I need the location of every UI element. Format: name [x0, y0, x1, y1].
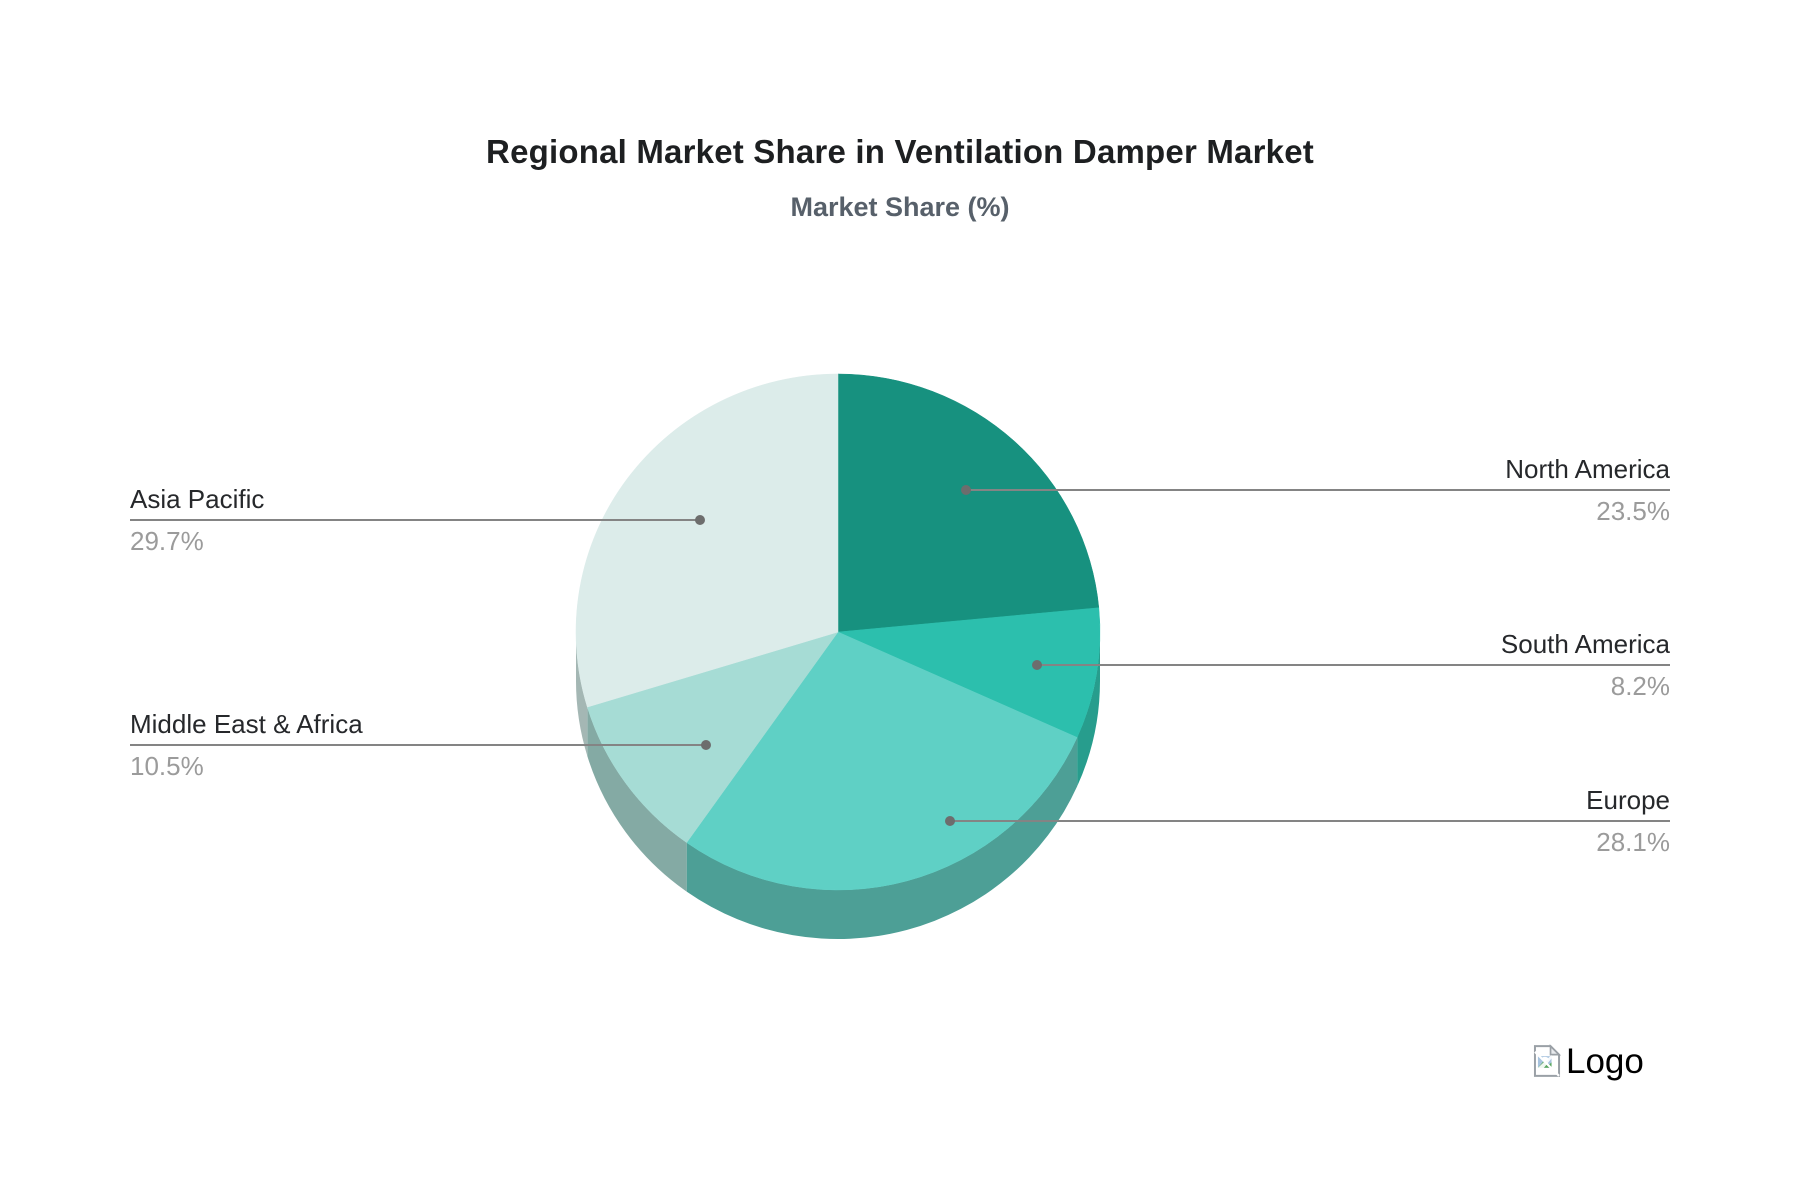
logo-placeholder: Logo: [1530, 1040, 1644, 1084]
slice-label-north-america: North America: [1505, 454, 1670, 484]
chart-subtitle: Market Share (%): [790, 192, 1010, 222]
slice-label-europe: Europe: [1586, 785, 1670, 815]
broken-image-icon: [1533, 1044, 1562, 1077]
slice-value-europe: 28.1%: [1596, 827, 1670, 857]
pie-slice-europe[interactable]: [686, 631, 1078, 891]
logo-alt-text: Logo: [1566, 1042, 1644, 1081]
slice-value-asia-pacific: 29.7%: [130, 526, 204, 556]
chart-title: Regional Market Share in Ventilation Dam…: [486, 133, 1314, 170]
slice-label-asia-pacific: Asia Pacific: [130, 484, 265, 514]
connector-dot-south-america: [1032, 660, 1042, 670]
connector-dot-asia-pacific: [695, 515, 705, 525]
slice-value-middle-east-africa: 10.5%: [130, 751, 204, 781]
slice-value-north-america: 23.5%: [1596, 496, 1670, 526]
pie-slice-side-europe: [686, 737, 1078, 939]
pie-slice-asia-pacific[interactable]: [575, 373, 839, 708]
pie-slice-north-america[interactable]: [837, 373, 1100, 633]
pie-slice-middle-east-africa[interactable]: [587, 631, 839, 843]
slice-value-south-america: 8.2%: [1610, 671, 1670, 701]
slice-label-south-america: South America: [1500, 629, 1670, 659]
connector-dot-north-america: [961, 485, 971, 495]
slice-label-middle-east-africa: Middle East & Africa: [130, 709, 363, 739]
pie-slice-south-america[interactable]: [837, 607, 1101, 738]
connector-dot-europe: [945, 816, 955, 826]
pie-slice-side-middle-east-africa: [587, 707, 687, 892]
connector-dot-middle-east-africa: [701, 740, 711, 750]
pie-slice-side-asia-pacific: [576, 632, 588, 757]
pie-slice-side-south-america: [1077, 632, 1100, 787]
